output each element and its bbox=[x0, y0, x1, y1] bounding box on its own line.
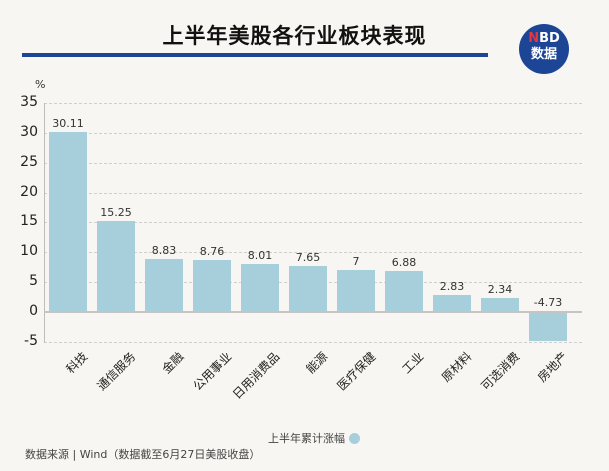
x-category-label: 原材料 bbox=[438, 349, 475, 385]
y-tick-label: 5 bbox=[29, 273, 38, 290]
bar-4 bbox=[193, 259, 231, 312]
gridline bbox=[44, 341, 582, 343]
value-label: 8.83 bbox=[151, 244, 177, 258]
y-tick-label: -5 bbox=[24, 332, 38, 349]
x-axis-zero-line bbox=[44, 311, 582, 313]
x-category-label: 房地产 bbox=[534, 349, 571, 385]
bar-2 bbox=[97, 220, 135, 312]
value-label: 2.83 bbox=[439, 280, 465, 294]
y-tick-label: 15 bbox=[20, 213, 38, 230]
y-tick-label: 35 bbox=[20, 94, 38, 111]
bar-11 bbox=[529, 313, 567, 342]
y-tick-label: 25 bbox=[20, 153, 38, 170]
data-source-note: 数据来源 | Wind（数据截至6月27日美股收盘） bbox=[25, 448, 261, 461]
value-label: -4.73 bbox=[533, 296, 563, 309]
gridline bbox=[44, 192, 582, 194]
x-category-label: 科技 bbox=[63, 349, 91, 377]
y-tick-label: 10 bbox=[20, 243, 38, 260]
legend: 上半年累计涨幅 bbox=[268, 430, 360, 446]
value-label: 8.76 bbox=[199, 244, 225, 258]
value-label: 8.01 bbox=[247, 249, 273, 263]
value-label: 6.88 bbox=[391, 255, 417, 269]
bar-6 bbox=[289, 266, 327, 312]
bar-5 bbox=[241, 264, 279, 312]
gridline bbox=[44, 103, 582, 105]
value-label: 30.11 bbox=[52, 117, 84, 131]
y-tick-label: 30 bbox=[20, 123, 38, 140]
bar-9 bbox=[433, 295, 471, 312]
y-tick-label: 0 bbox=[29, 303, 38, 319]
nbd-logo: NBD 数据 bbox=[519, 24, 569, 74]
x-category-label: 金融 bbox=[159, 349, 187, 377]
chart-title: 上半年美股各行业板块表现 bbox=[162, 24, 427, 48]
x-category-label: 能源 bbox=[303, 349, 331, 377]
gridline bbox=[44, 162, 582, 164]
bar-8 bbox=[385, 270, 423, 312]
x-category-label: 通信服务 bbox=[94, 349, 139, 394]
bar-7 bbox=[337, 270, 375, 312]
bar-1 bbox=[49, 132, 87, 312]
legend-swatch bbox=[349, 432, 360, 444]
bar-10 bbox=[481, 298, 519, 312]
x-category-label: 工业 bbox=[399, 349, 427, 377]
y-tick-label: 20 bbox=[20, 183, 38, 200]
value-label: 15.25 bbox=[100, 205, 132, 219]
value-label: 7 bbox=[352, 255, 360, 269]
bar-3 bbox=[145, 259, 183, 312]
x-category-label: 可选消费 bbox=[478, 349, 523, 394]
legend-label: 上半年累计涨幅 bbox=[268, 432, 345, 445]
value-label: 2.34 bbox=[487, 283, 513, 297]
value-label: 7.65 bbox=[295, 251, 321, 265]
x-category-label: 公用事业 bbox=[190, 349, 235, 394]
y-axis-unit: % bbox=[35, 78, 46, 91]
x-category-label: 医疗保健 bbox=[334, 349, 379, 394]
gridline bbox=[44, 222, 582, 224]
gridline bbox=[44, 252, 582, 254]
title-divider bbox=[22, 53, 488, 57]
y-axis-line bbox=[44, 103, 45, 343]
gridline bbox=[44, 132, 582, 134]
x-category-label: 日用消费品 bbox=[229, 349, 283, 402]
